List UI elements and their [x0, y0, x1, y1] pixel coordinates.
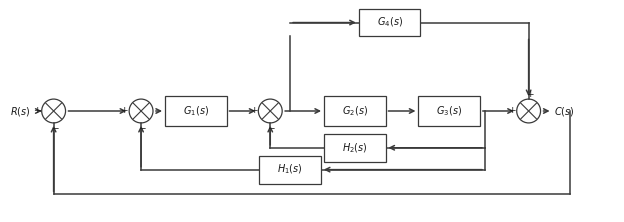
Text: $C(s)$: $C(s)$: [555, 105, 575, 117]
Text: +: +: [250, 105, 257, 115]
Bar: [324, 96, 386, 126]
Text: $G_3(s)$: $G_3(s)$: [436, 104, 462, 118]
Bar: [165, 96, 227, 126]
Text: $G_4(s)$: $G_4(s)$: [376, 16, 402, 29]
Text: −: −: [139, 123, 146, 132]
Bar: [324, 134, 386, 162]
Text: −: −: [268, 123, 275, 132]
Text: $H_2(s)$: $H_2(s)$: [342, 141, 368, 155]
Text: $G_2(s)$: $G_2(s)$: [342, 104, 368, 118]
Text: $G_1(s)$: $G_1(s)$: [183, 104, 209, 118]
Bar: [359, 9, 421, 36]
Bar: [260, 156, 321, 184]
Text: $H_1(s)$: $H_1(s)$: [277, 163, 303, 176]
Text: $R(s)$: $R(s)$: [10, 105, 31, 117]
Text: +: +: [508, 105, 515, 115]
Text: +: +: [33, 105, 41, 115]
Text: +: +: [526, 90, 534, 99]
Text: +: +: [120, 105, 128, 115]
Bar: [418, 96, 480, 126]
Text: −: −: [51, 123, 59, 132]
